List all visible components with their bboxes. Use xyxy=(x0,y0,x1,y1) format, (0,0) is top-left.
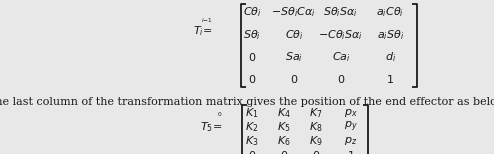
Text: $1$: $1$ xyxy=(347,149,355,154)
Text: $S\theta_i$: $S\theta_i$ xyxy=(243,28,261,42)
Text: $K_7$: $K_7$ xyxy=(309,106,323,120)
Text: $1$: $1$ xyxy=(386,73,394,85)
Text: $p_x$: $p_x$ xyxy=(344,107,358,119)
Text: $K_1$: $K_1$ xyxy=(245,106,259,120)
Text: $T_5\!=\!$: $T_5\!=\!$ xyxy=(200,120,222,134)
Text: The last column of the transformation matrix gives the position of the end effec: The last column of the transformation ma… xyxy=(0,97,494,107)
Text: $0$: $0$ xyxy=(248,149,256,154)
Text: $0$: $0$ xyxy=(248,73,256,85)
Text: $p_y$: $p_y$ xyxy=(344,120,358,134)
Text: $T_i\!=\!$: $T_i\!=\!$ xyxy=(193,24,212,38)
Text: $S\theta_i S\alpha_i$: $S\theta_i S\alpha_i$ xyxy=(324,5,358,19)
Text: $a_i S\theta_i$: $a_i S\theta_i$ xyxy=(376,28,404,42)
Text: $0$: $0$ xyxy=(290,73,298,85)
Text: $Ca_i$: $Ca_i$ xyxy=(331,50,350,64)
Text: $K_4$: $K_4$ xyxy=(277,106,291,120)
Text: $0$: $0$ xyxy=(280,149,288,154)
Text: $-S\theta_i C\alpha_i$: $-S\theta_i C\alpha_i$ xyxy=(272,5,316,19)
Text: $^{i\mathsf{-}1}$: $^{i\mathsf{-}1}$ xyxy=(201,18,212,26)
Text: $K_9$: $K_9$ xyxy=(309,134,323,148)
Text: $0$: $0$ xyxy=(337,73,345,85)
Text: $C\theta_i$: $C\theta_i$ xyxy=(243,5,261,19)
Text: $-C\theta_i S\alpha_i$: $-C\theta_i S\alpha_i$ xyxy=(319,28,363,42)
Text: $0$: $0$ xyxy=(312,149,320,154)
Text: $K_5$: $K_5$ xyxy=(277,120,291,134)
Text: $p_z$: $p_z$ xyxy=(344,135,357,147)
Text: $^{0}$: $^{0}$ xyxy=(217,113,222,121)
Text: $K_2$: $K_2$ xyxy=(245,120,259,134)
Text: $0$: $0$ xyxy=(248,51,256,63)
Text: $a_i C\theta_i$: $a_i C\theta_i$ xyxy=(376,5,404,19)
Text: $K_8$: $K_8$ xyxy=(309,120,323,134)
Text: $C\theta_i$: $C\theta_i$ xyxy=(285,28,303,42)
Text: $K_3$: $K_3$ xyxy=(245,134,259,148)
Text: $Sa_i$: $Sa_i$ xyxy=(285,50,303,64)
Text: $d_i$: $d_i$ xyxy=(385,50,396,64)
Text: $K_6$: $K_6$ xyxy=(277,134,291,148)
